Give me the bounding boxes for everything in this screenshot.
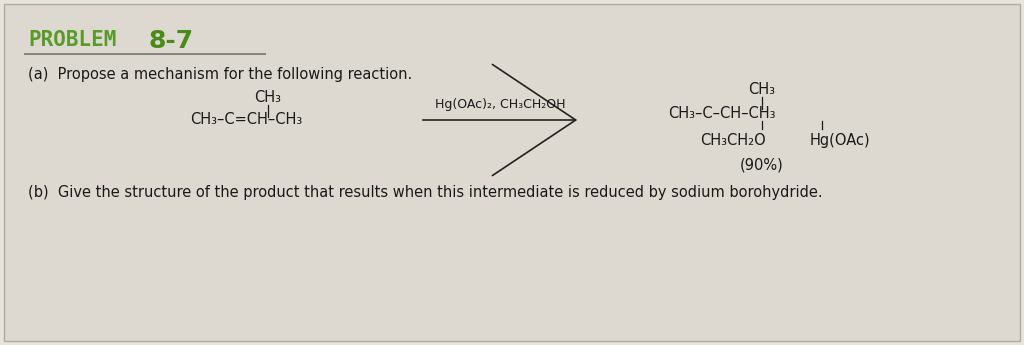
Text: CH₃: CH₃ — [255, 90, 282, 105]
Text: PROBLEM: PROBLEM — [28, 30, 117, 50]
Text: (90%): (90%) — [740, 157, 784, 172]
Text: CH₃CH₂O: CH₃CH₂O — [700, 133, 766, 148]
Text: CH₃–C=CH–CH₃: CH₃–C=CH–CH₃ — [190, 112, 302, 128]
Text: (a)  Propose a mechanism for the following reaction.: (a) Propose a mechanism for the followin… — [28, 67, 413, 82]
Text: (b)  Give the structure of the product that results when this intermediate is re: (b) Give the structure of the product th… — [28, 185, 822, 200]
Text: 8-7: 8-7 — [148, 29, 194, 53]
Text: Hg(OAc)₂, CH₃CH₂OH: Hg(OAc)₂, CH₃CH₂OH — [435, 98, 565, 111]
Text: CH₃–C–CH–CH₃: CH₃–C–CH–CH₃ — [668, 106, 775, 120]
Text: CH₃: CH₃ — [749, 82, 775, 97]
Text: Hg(OAc): Hg(OAc) — [810, 133, 870, 148]
